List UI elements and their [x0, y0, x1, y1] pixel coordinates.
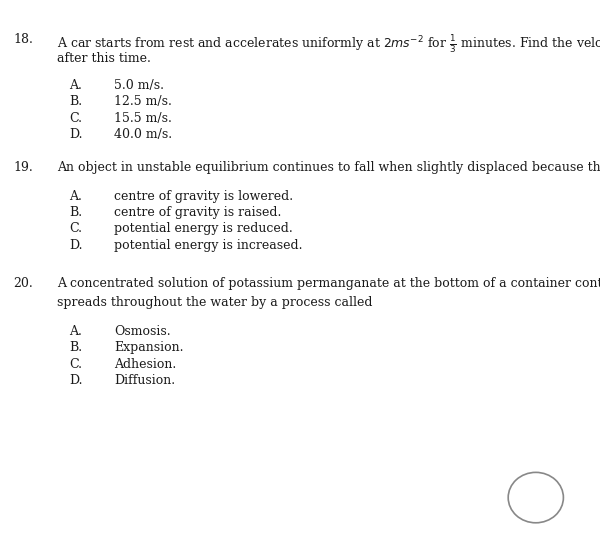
Text: D.: D. — [69, 128, 83, 141]
Text: 20.: 20. — [13, 277, 33, 290]
Text: C.: C. — [69, 222, 82, 236]
Text: 19.: 19. — [13, 161, 33, 174]
Text: D.: D. — [69, 374, 83, 387]
Text: potential energy is reduced.: potential energy is reduced. — [114, 222, 293, 236]
Text: 18.: 18. — [13, 33, 33, 46]
Text: Osmosis.: Osmosis. — [114, 325, 170, 338]
Text: C.: C. — [69, 112, 82, 125]
Text: A.: A. — [69, 190, 82, 203]
Text: 12.5 m/s.: 12.5 m/s. — [114, 95, 172, 109]
Text: spreads throughout the water by a process called: spreads throughout the water by a proces… — [57, 296, 373, 309]
Text: B.: B. — [69, 95, 82, 109]
Text: after this time.: after this time. — [57, 52, 151, 65]
Text: A car starts from rest and accelerates uniformly at $2ms^{-2}$ for $\frac{1}{3}$: A car starts from rest and accelerates u… — [57, 33, 600, 55]
Text: 40.0 m/s.: 40.0 m/s. — [114, 128, 172, 141]
Text: 15.5 m/s.: 15.5 m/s. — [114, 112, 172, 125]
Text: An object in unstable equilibrium continues to fall when slightly displaced beca: An object in unstable equilibrium contin… — [57, 161, 600, 174]
Text: Adhesion.: Adhesion. — [114, 358, 176, 371]
Text: Expansion.: Expansion. — [114, 341, 184, 355]
Text: A.: A. — [69, 325, 82, 338]
Text: C.: C. — [69, 358, 82, 371]
Text: potential energy is increased.: potential energy is increased. — [114, 239, 302, 252]
Text: 5.0 m/s.: 5.0 m/s. — [114, 79, 164, 92]
Text: centre of gravity is raised.: centre of gravity is raised. — [114, 206, 281, 219]
Text: A.: A. — [69, 79, 82, 92]
Text: centre of gravity is lowered.: centre of gravity is lowered. — [114, 190, 293, 203]
Text: B.: B. — [69, 206, 82, 219]
Text: B.: B. — [69, 341, 82, 355]
Text: D.: D. — [69, 239, 83, 252]
Text: A concentrated solution of potassium permanganate at the bottom of a container c: A concentrated solution of potassium per… — [57, 277, 600, 290]
Text: Diffusion.: Diffusion. — [114, 374, 175, 387]
